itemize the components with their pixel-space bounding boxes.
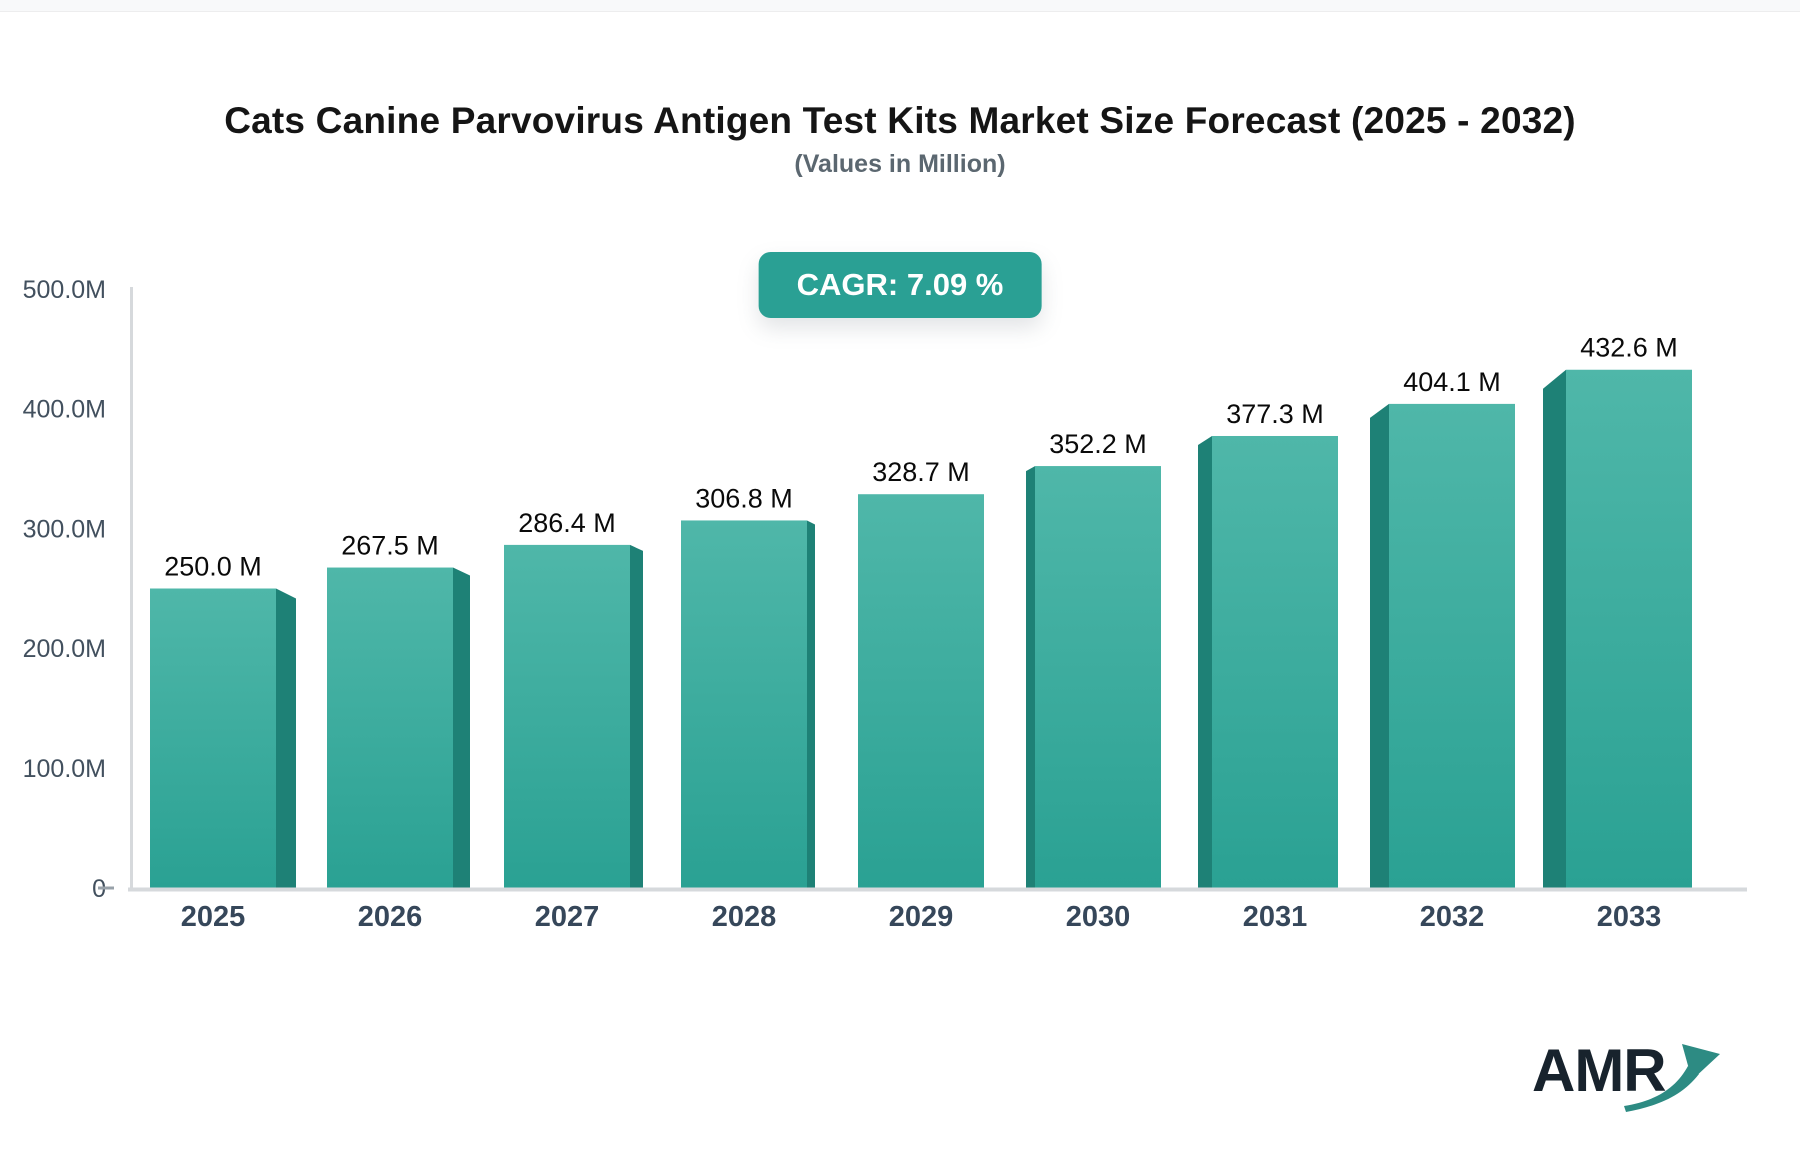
y-axis-tick-label: 200.0M bbox=[23, 635, 106, 663]
bar-side-face bbox=[1370, 403, 1389, 890]
page-top-strip bbox=[0, 0, 1800, 12]
growth-arrow-head bbox=[1682, 1044, 1720, 1080]
x-axis-category-label: 2027 bbox=[535, 901, 600, 933]
bar-side-face bbox=[1026, 466, 1035, 890]
bar-value-label: 432.6 M bbox=[1580, 333, 1678, 363]
y-axis-tick-label: 500.0M bbox=[23, 276, 106, 304]
bar-2026[interactable]: 267.5 M 2026 bbox=[327, 531, 470, 933]
x-axis-category-label: 2029 bbox=[889, 901, 954, 933]
y-axis-tick-label: 100.0M bbox=[23, 755, 106, 783]
bar-side-face bbox=[453, 567, 470, 890]
bar-value-label: 352.2 M bbox=[1049, 429, 1147, 459]
bar-value-label: 328.7 M bbox=[872, 457, 970, 487]
bar-2029[interactable]: 328.7 M 2029 bbox=[858, 457, 984, 933]
bar-value-label: 404.1 M bbox=[1403, 367, 1501, 397]
bar-front-face bbox=[1035, 466, 1161, 888]
growth-arrow-icon bbox=[1624, 1044, 1720, 1112]
y-axis-tick-label: 400.0M bbox=[23, 396, 106, 424]
bar-front-face bbox=[327, 567, 453, 888]
bar-2027[interactable]: 286.4 M 2027 bbox=[504, 508, 643, 933]
x-axis-category-label: 2028 bbox=[712, 901, 777, 933]
bar-front-face bbox=[1212, 435, 1338, 888]
bar-front-face bbox=[681, 520, 807, 888]
x-axis-category-label: 2032 bbox=[1420, 901, 1485, 933]
bar-2032[interactable]: 404.1 M 2032 bbox=[1370, 367, 1515, 933]
x-axis-category-label: 2031 bbox=[1243, 901, 1308, 933]
amr-logo-text: AMR bbox=[1532, 1037, 1667, 1104]
bar-2033[interactable]: 432.6 M 2033 bbox=[1543, 333, 1692, 933]
bar-2031[interactable]: 377.3 M 2031 bbox=[1198, 399, 1338, 933]
bar-2030[interactable]: 352.2 M 2030 bbox=[1026, 429, 1161, 933]
bar-value-label: 250.0 M bbox=[164, 552, 262, 582]
bar-value-label: 306.8 M bbox=[695, 483, 793, 513]
x-axis-category-label: 2025 bbox=[181, 901, 246, 933]
bar-front-face bbox=[504, 544, 630, 888]
bar-side-face bbox=[1198, 435, 1212, 890]
x-axis-category-label: 2026 bbox=[358, 901, 423, 933]
x-axis-category-label: 2030 bbox=[1066, 901, 1131, 933]
bar-value-label: 267.5 M bbox=[341, 531, 439, 561]
bar-front-face bbox=[150, 588, 276, 888]
chart-title: Cats Canine Parvovirus Antigen Test Kits… bbox=[224, 100, 1576, 141]
bar-front-face bbox=[858, 494, 984, 888]
bar-2028[interactable]: 306.8 M 2028 bbox=[681, 483, 815, 933]
bar-side-face bbox=[276, 588, 296, 890]
amr-logo: AMR bbox=[1532, 1036, 1742, 1120]
bar-2025[interactable]: 250.0 M 2025 bbox=[150, 552, 296, 934]
x-axis-category-label: 2033 bbox=[1597, 901, 1662, 933]
bar-front-face bbox=[1566, 369, 1692, 888]
bar-side-face bbox=[807, 520, 815, 890]
cagr-badge: CAGR: 7.09 % bbox=[758, 252, 1042, 318]
bar-side-face bbox=[630, 544, 643, 890]
bar-side-face bbox=[1543, 369, 1566, 890]
bar-value-label: 377.3 M bbox=[1226, 399, 1324, 429]
y-axis-tick-label: 300.0M bbox=[23, 515, 106, 543]
bar-value-label: 286.4 M bbox=[518, 508, 616, 538]
growth-arrow-tail bbox=[1624, 1066, 1699, 1112]
chart-subtitle: (Values in Million) bbox=[794, 150, 1006, 178]
bar-front-face bbox=[1389, 403, 1515, 888]
